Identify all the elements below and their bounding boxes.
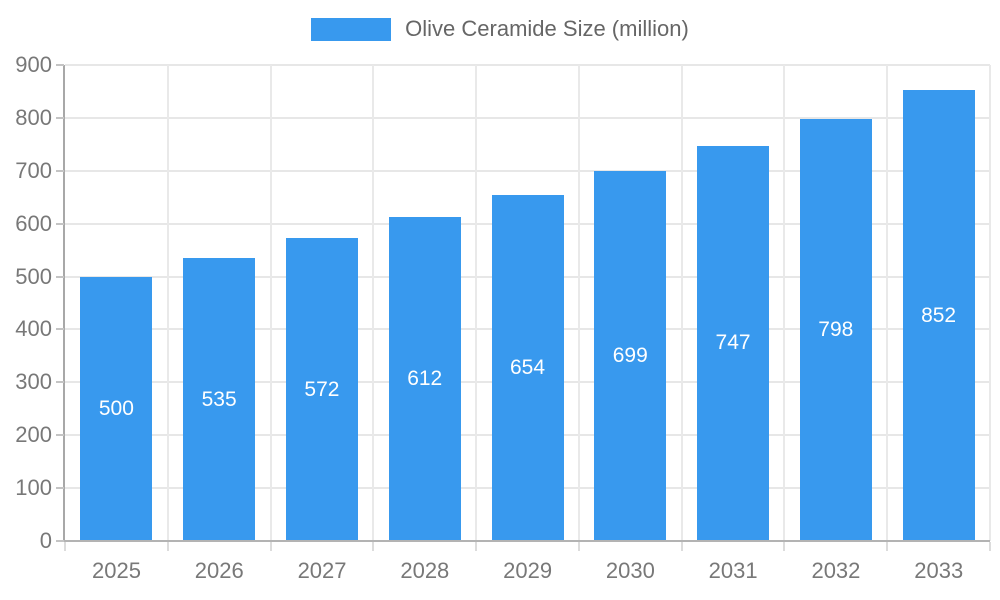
bar: 747 [697,145,770,541]
x-axis-tick-label: 2026 [194,558,244,583]
gridline-vertical [372,65,375,541]
y-axis-line [63,65,65,542]
y-axis-tick [56,381,64,384]
y-axis-tick-label: 900 [15,52,52,77]
bar-value-label: 747 [715,331,751,355]
x-axis-tick [372,542,375,551]
gridline-vertical [989,65,991,541]
bar: 535 [183,258,256,541]
gridline-vertical [680,65,683,541]
bar: 572 [285,238,358,541]
bar-value-label: 798 [818,317,854,341]
y-axis-tick-label: 100 [15,475,52,501]
y-axis-tick [56,222,64,225]
y-axis-tick [56,64,64,66]
bar-value-label: 852 [921,303,957,327]
y-axis-tick [56,275,64,278]
x-axis-tick [166,542,169,551]
gridline-vertical [166,65,169,541]
bar-value-label: 612 [407,367,443,391]
chart-legend: Olive Ceramide Size (million) [0,16,1000,42]
x-axis-tick-label: 2030 [605,558,655,583]
bar-value-label: 699 [612,344,648,368]
bar-value-label: 535 [201,387,237,411]
x-axis-tick-label: 2033 [914,558,964,583]
y-axis-tick [56,116,64,119]
bar: 798 [799,118,872,541]
bar: 699 [594,171,667,541]
x-axis-tick-label: 2025 [92,558,141,583]
x-axis-tick [886,542,889,551]
bar: 852 [902,90,975,541]
gridline-horizontal [65,64,990,66]
y-axis-tick-label: 800 [15,104,52,130]
bar-value-label: 572 [304,377,340,401]
x-axis-tick [475,542,478,551]
x-axis-line [63,540,990,542]
gridline-horizontal [65,169,990,172]
y-axis-tick [56,169,64,172]
legend-label: Olive Ceramide Size (million) [405,16,689,41]
y-axis-tick [56,434,64,437]
legend-swatch [311,17,392,41]
bar: 612 [388,217,461,541]
bar-value-label: 654 [509,356,546,380]
x-axis-tick [269,542,272,551]
y-axis-tick-label: 300 [15,369,52,395]
y-axis-tick-label: 200 [15,422,52,448]
y-axis-tick [56,487,64,490]
x-axis-tick-label: 2029 [503,558,553,583]
bar-value-label: 500 [98,396,134,420]
x-axis-tick [989,542,991,551]
x-axis-tick-label: 2028 [400,558,450,583]
x-axis-tick-label: 2031 [708,558,758,583]
gridline-vertical [269,65,272,541]
bar: 654 [491,195,564,541]
bar: 500 [80,276,153,541]
gridline-vertical [475,65,478,541]
y-axis-tick-label: 700 [15,157,52,183]
x-axis-tick [64,542,66,551]
x-axis-tick [783,542,786,551]
gridline-horizontal [65,116,990,119]
x-axis-tick [577,542,580,551]
y-axis-tick-label: 0 [39,528,52,553]
y-axis-tick-label: 600 [15,210,52,236]
gridline-vertical [577,65,580,541]
x-axis-tick [680,542,683,551]
plot-area: 500 535 572 612 654 699 747 798 852 [65,64,991,541]
gridline-vertical [783,65,786,541]
gridline-vertical [886,65,889,541]
y-axis-tick [56,328,64,331]
x-axis-tick-label: 2027 [297,558,347,583]
y-axis-tick-label: 400 [15,316,52,342]
x-axis-tick-label: 2032 [811,558,861,583]
y-axis-tick [56,540,64,542]
y-axis-tick-label: 500 [15,263,52,289]
